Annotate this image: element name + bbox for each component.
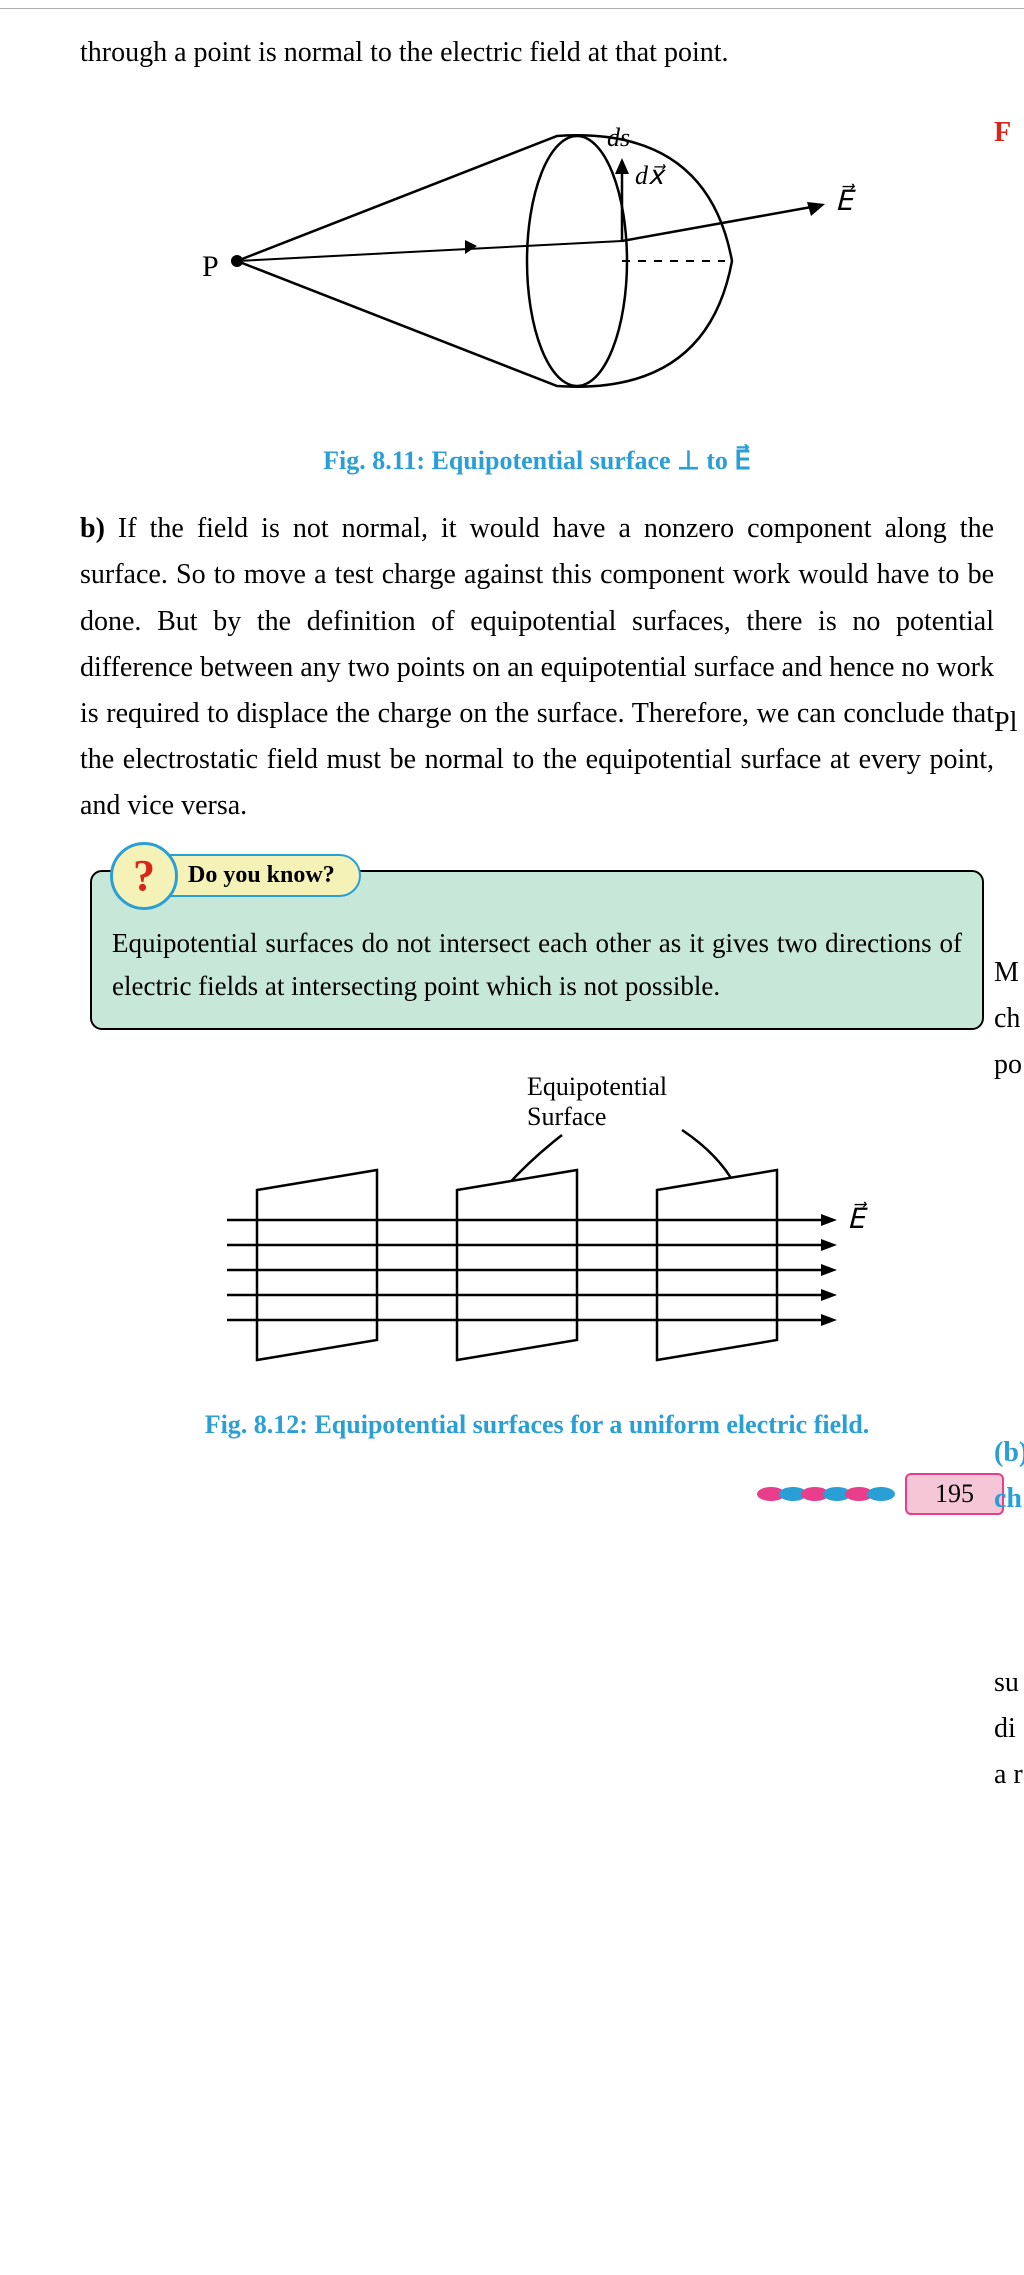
- cut-po: po: [994, 1042, 1024, 1088]
- page-footer: 195: [763, 1473, 1004, 1515]
- cut-ch: ch: [994, 996, 1024, 1042]
- wave-decoration: [763, 1487, 895, 1501]
- fig-8-12-svg: Equipotential Surface E⃗: [167, 1060, 907, 1390]
- top-divider: [0, 8, 1024, 9]
- fig-8-11-svg: ds dx⃗ E⃗ P: [177, 96, 897, 426]
- svg-text:dx⃗: dx⃗: [635, 161, 666, 190]
- cut-ch2: ch: [994, 1476, 1024, 1522]
- cut-su: su: [994, 1660, 1024, 1706]
- para-b-body: If the field is not normal, it would hav…: [80, 513, 994, 821]
- figure-8-12: Equipotential Surface E⃗: [80, 1060, 994, 1395]
- paragraph-top: through a point is normal to the electri…: [80, 30, 994, 76]
- label-E: E⃗: [835, 183, 856, 217]
- question-icon: ?: [110, 842, 178, 910]
- cut-b: (b): [994, 1430, 1024, 1476]
- do-you-know-box: ? Do you know? Equipotential surfaces do…: [90, 870, 984, 1030]
- cut-ar: a r: [994, 1752, 1024, 1798]
- fig-8-11-caption: Fig. 8.11: Equipotential surface ⊥ to E⃗: [80, 446, 994, 476]
- cut-di: di: [994, 1706, 1024, 1752]
- svg-text:Surface: Surface: [527, 1102, 606, 1131]
- paragraph-b: b) If the field is not normal, it would …: [80, 506, 994, 829]
- cut-F: F: [994, 110, 1024, 156]
- cut-M: M: [994, 950, 1024, 996]
- page-number: 195: [905, 1473, 1004, 1515]
- fig-8-12-caption: Fig. 8.12: Equipotential surfaces for a …: [80, 1410, 994, 1440]
- do-you-know-label: Do you know?: [168, 854, 361, 897]
- figure-8-11: ds dx⃗ E⃗ P: [80, 96, 994, 431]
- label-ds: ds: [607, 123, 630, 152]
- label-P: P: [202, 250, 219, 283]
- do-you-know-tab: ? Do you know?: [110, 842, 361, 910]
- label-E-2: E⃗: [847, 1201, 868, 1235]
- para-b-lead: b): [80, 513, 105, 544]
- label-eq-surface: Equipotential: [527, 1072, 667, 1101]
- cut-Pl: Pl: [994, 700, 1024, 746]
